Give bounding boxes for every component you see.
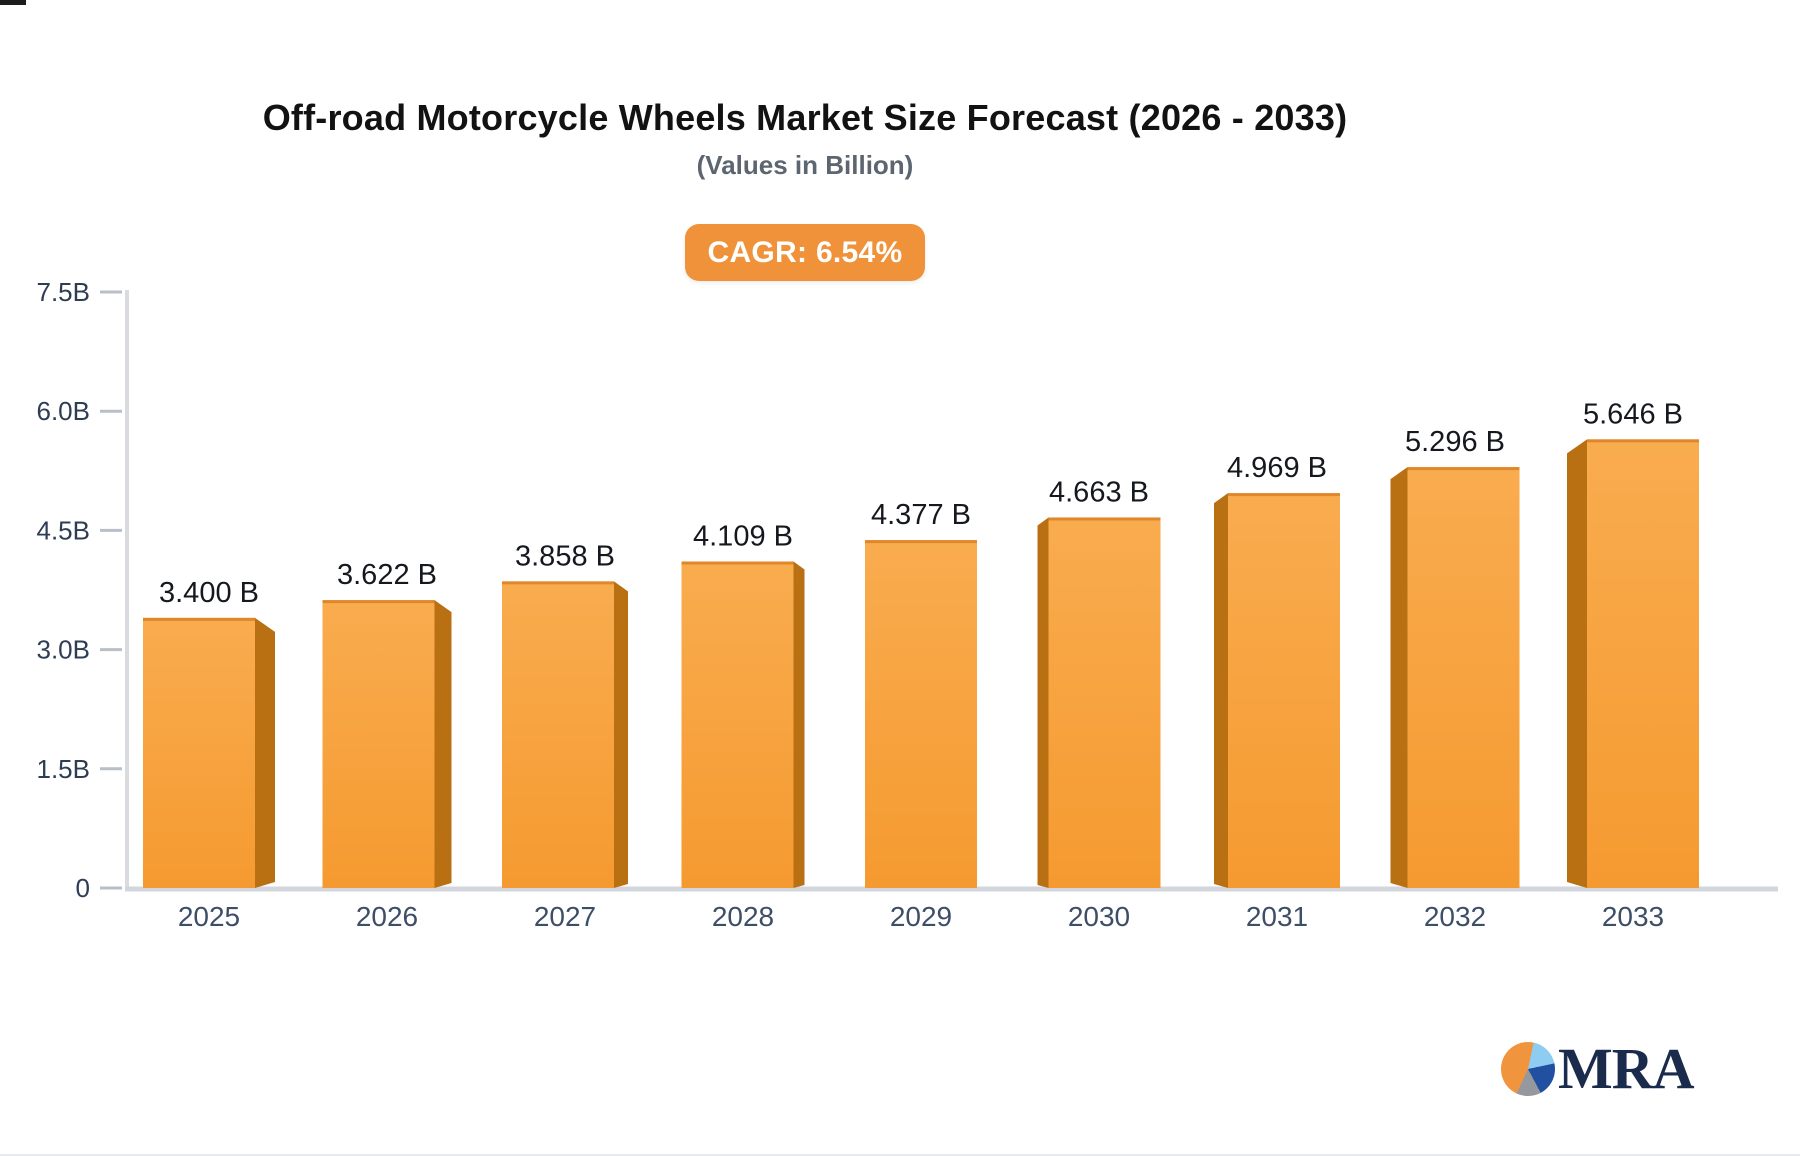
bar-front-2030 [1048, 517, 1161, 888]
pie-chart-logo-icon [1501, 1042, 1555, 1096]
bar-side-2028 [793, 561, 805, 888]
x-tick-label: 2025 [178, 901, 240, 932]
bar-side-2032 [1390, 467, 1408, 888]
x-tick-label: 2028 [712, 901, 774, 932]
chart-subtitle: (Values in Billion) [696, 150, 914, 180]
bar-front-2028 [681, 561, 794, 888]
bar-side-2030 [1037, 517, 1049, 888]
bar-front-2025 [143, 617, 255, 888]
x-tick-label: 2032 [1424, 901, 1486, 932]
bar-side-2027 [614, 581, 628, 888]
bar-value-label: 4.377 B [871, 499, 971, 531]
bar-front-2027 [502, 581, 614, 888]
logo: MRA [1501, 1036, 1695, 1101]
y-tick-label: 4.5B [37, 515, 91, 545]
bar-front-2031 [1228, 493, 1340, 888]
x-tick-label: 2033 [1602, 901, 1664, 932]
y-tick-label: 3.0B [37, 635, 91, 665]
bar-value-label: 3.858 B [515, 540, 615, 572]
bar-value-label: 4.109 B [693, 520, 793, 552]
x-tick-label: 2027 [534, 901, 596, 932]
bar-front-2033 [1587, 439, 1699, 888]
bar-front-2026 [322, 600, 435, 888]
bar-front-2032 [1407, 467, 1520, 888]
bar-value-label: 3.622 B [337, 559, 437, 591]
x-tick-label: 2031 [1246, 901, 1308, 932]
bar-front-2029 [865, 540, 977, 888]
x-tick-label: 2030 [1068, 901, 1130, 932]
cagr-badge-label: CAGR: 6.54% [707, 235, 903, 269]
y-tick-label: 6.0B [37, 396, 91, 426]
y-tick-label: 7.5B [37, 277, 91, 307]
x-tick-label: 2029 [890, 901, 952, 932]
logo-text: MRA [1558, 1036, 1695, 1101]
bar-side-2026 [434, 600, 452, 888]
bar-value-label: 5.646 B [1583, 398, 1683, 430]
bar-side-2033 [1567, 439, 1587, 888]
y-tick-label: 0 [76, 873, 90, 903]
cagr-badge: CAGR: 6.54% [685, 224, 925, 281]
corner-artifact [0, 0, 26, 5]
bar-side-2031 [1214, 493, 1228, 888]
bar-value-label: 4.663 B [1049, 476, 1149, 508]
x-tick-label: 2026 [356, 901, 418, 932]
bar-side-2025 [255, 617, 275, 888]
y-tick-label: 1.5B [37, 754, 91, 784]
chart-title: Off-road Motorcycle Wheels Market Size F… [262, 97, 1348, 138]
bar-value-label: 3.400 B [159, 577, 259, 609]
bar-value-label: 5.296 B [1405, 426, 1505, 458]
bar-value-label: 4.969 B [1227, 452, 1327, 484]
